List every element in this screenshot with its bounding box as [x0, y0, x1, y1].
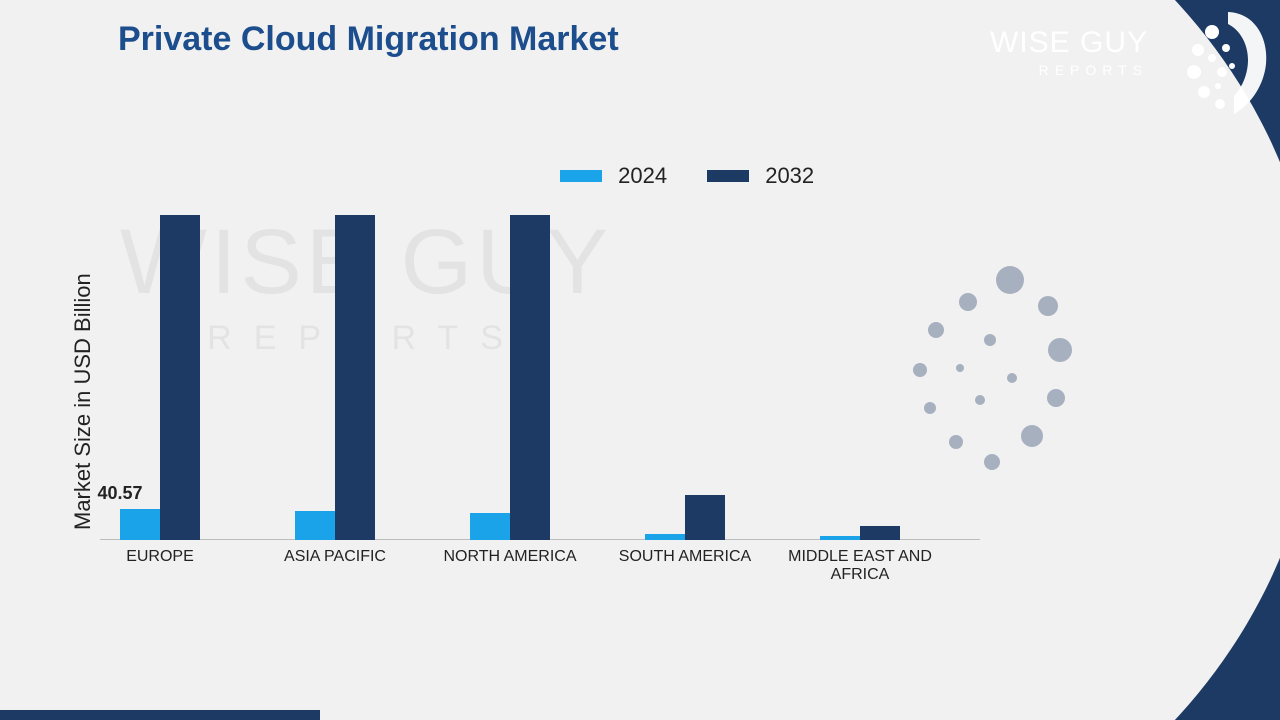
bottom-accent-strip	[0, 710, 320, 720]
category-label: NORTH AMERICA	[430, 548, 590, 566]
bar	[645, 534, 685, 540]
bar-group	[625, 200, 745, 540]
bar	[470, 513, 510, 540]
bar	[295, 511, 335, 540]
brand-text: WISE GUY REPORTS	[990, 26, 1148, 78]
brand-line1: WISE GUY	[990, 26, 1148, 60]
bar	[335, 215, 375, 540]
bar	[160, 215, 200, 540]
legend-swatch-2024	[560, 170, 602, 182]
bar	[820, 536, 860, 540]
legend: 2024 2032	[560, 162, 814, 189]
category-label: ASIA PACIFIC	[255, 548, 415, 566]
legend-label-2032: 2032	[765, 163, 814, 188]
category-label: MIDDLE EAST AND AFRICA	[780, 548, 940, 584]
category-label: EUROPE	[80, 548, 240, 566]
chart-canvas: WISE GUY REPORTS Private Cloud Migration…	[0, 0, 1280, 720]
bar-group	[275, 200, 395, 540]
bar	[860, 526, 900, 540]
legend-item-2032: 2032	[707, 162, 814, 189]
bar	[510, 215, 550, 540]
plot-area: EUROPEASIA PACIFICNORTH AMERICASOUTH AME…	[100, 200, 980, 540]
legend-swatch-2032	[707, 170, 749, 182]
brand-line2: REPORTS	[990, 62, 1148, 78]
legend-item-2024: 2024	[560, 162, 667, 189]
bar-group	[450, 200, 570, 540]
value-label: 40.57	[80, 483, 160, 504]
category-label: SOUTH AMERICA	[605, 548, 765, 566]
bar-group	[800, 200, 920, 540]
bar	[685, 495, 725, 540]
legend-label-2024: 2024	[618, 163, 667, 188]
bar	[120, 509, 160, 540]
brand-head-icon	[1182, 10, 1272, 120]
chart-title: Private Cloud Migration Market	[118, 20, 619, 59]
